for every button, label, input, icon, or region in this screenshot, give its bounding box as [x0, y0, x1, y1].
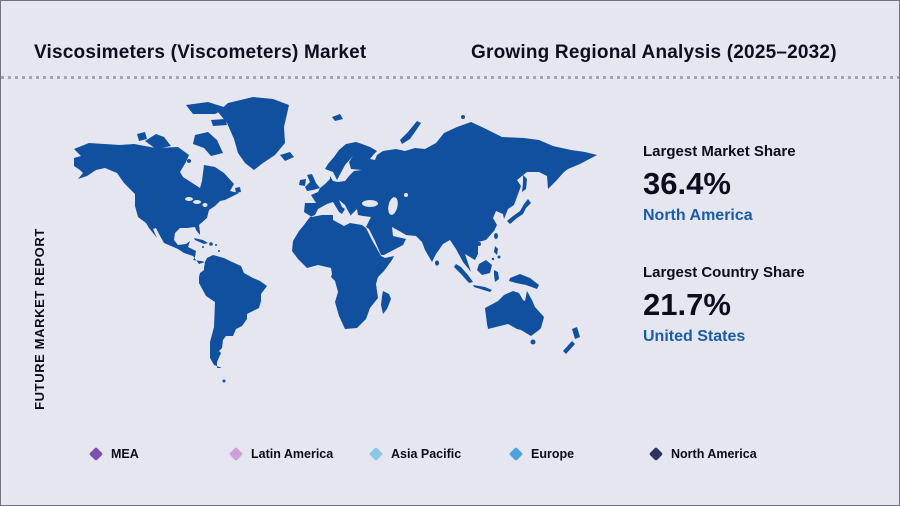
island-madagascar	[381, 291, 391, 314]
island-lesser-antilles	[218, 250, 220, 252]
great-lake-superior	[185, 197, 193, 201]
legend-item-asia-pacific: Asia Pacific	[367, 446, 507, 462]
stat-label: Largest Country Share	[643, 264, 805, 281]
great-lake-ontario	[202, 203, 208, 207]
legend-label: Asia Pacific	[391, 447, 462, 461]
diamond-icon	[368, 446, 384, 462]
island-hispaniola	[209, 242, 213, 246]
island-new-guinea	[509, 274, 539, 289]
caspian-sea	[388, 197, 398, 215]
stat-value: 21.7%	[643, 287, 731, 322]
stat-region: United States	[643, 328, 746, 345]
island-great-britain	[305, 174, 320, 191]
island-novaya-zemlya	[400, 121, 421, 144]
stat-label: Largest Market Share	[643, 143, 796, 160]
island-sulawesi	[494, 270, 499, 282]
island-falklands	[222, 379, 226, 383]
brand-watermark: FUTURE MARKET REPORT	[32, 228, 47, 410]
island-new-zealand-north	[572, 327, 580, 339]
island-new-zealand-south	[563, 341, 575, 354]
stat-country-share: Largest Country Share 21.7% United State…	[643, 263, 893, 347]
island-puerto-rico	[215, 244, 217, 246]
island-hainan	[477, 242, 481, 246]
legend-item-north-america: North America	[647, 446, 787, 462]
continent-south-america	[199, 255, 267, 368]
legend-item-europe: Europe	[507, 446, 647, 462]
great-lake-huron	[193, 200, 201, 204]
header-divider	[1, 76, 899, 79]
island-taiwan	[494, 233, 498, 239]
legend-item-mea: MEA	[87, 446, 227, 462]
diamond-icon	[508, 446, 524, 462]
island-baffin	[193, 132, 223, 156]
island-tasmania	[530, 339, 536, 345]
island-jamaica	[202, 246, 204, 248]
island-sumatra	[454, 264, 473, 283]
island-mindanao	[497, 255, 501, 259]
island-banks	[137, 132, 147, 141]
continent-afro-eurasia	[292, 122, 597, 329]
black-sea	[362, 200, 378, 207]
diamond-icon	[88, 446, 104, 462]
island-greenland	[218, 97, 289, 170]
continent-australia	[485, 291, 544, 336]
world-map	[61, 87, 623, 403]
world-map-svg	[74, 97, 597, 383]
legend-label: MEA	[111, 447, 139, 461]
island-severnaya-zemlya	[461, 115, 465, 119]
island-ellesmere	[186, 102, 227, 114]
island-japan	[507, 199, 531, 224]
island-iceland	[280, 152, 294, 161]
island-borneo	[477, 260, 492, 275]
diamond-icon	[648, 446, 664, 462]
legend-label: Europe	[531, 447, 575, 461]
island-cuba	[194, 238, 208, 244]
diamond-icon	[228, 446, 244, 462]
stat-region: North America	[643, 207, 753, 224]
island-sakhalin	[522, 175, 527, 192]
island-palawan	[491, 257, 495, 261]
legend-label: North America	[671, 447, 757, 461]
page-title: Viscosimeters (Viscometers) Market	[34, 42, 367, 63]
subtitle: Growing Regional Analysis (2025–2032)	[471, 42, 837, 63]
island-svalbard	[332, 114, 343, 121]
island-ireland	[299, 179, 306, 186]
aral-sea	[404, 193, 408, 197]
island-devon	[211, 119, 227, 126]
legend-label: Latin America	[251, 447, 334, 461]
island-java	[473, 285, 492, 292]
island-sri-lanka	[435, 260, 439, 266]
island-newfoundland	[235, 187, 241, 193]
continent-north-america	[74, 143, 239, 264]
stat-value: 36.4%	[643, 166, 731, 201]
legend-item-latin-america: Latin America	[227, 446, 367, 462]
island-southampton	[187, 159, 191, 163]
island-philippines	[494, 246, 498, 255]
legend: MEA Latin America Asia Pacific Europe No…	[87, 446, 867, 462]
stat-market-share: Largest Market Share 36.4% North America	[643, 142, 893, 226]
island-victoria	[145, 134, 171, 149]
